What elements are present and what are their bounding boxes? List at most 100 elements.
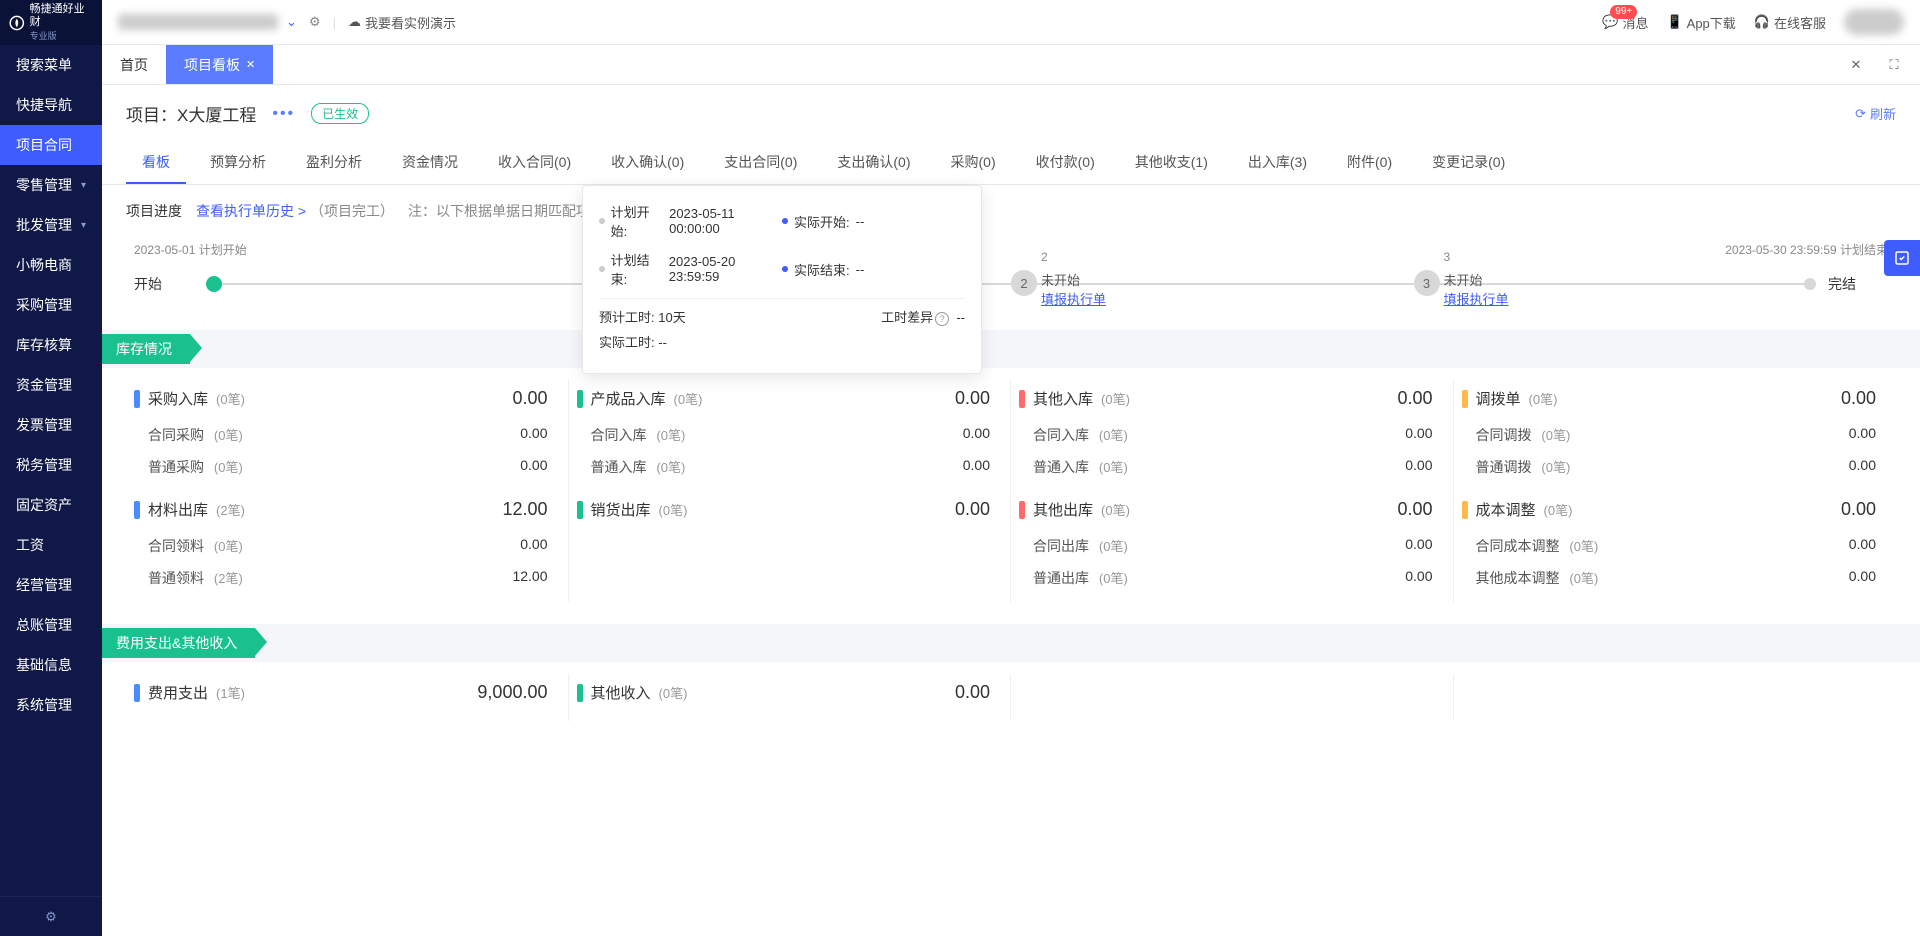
demo-label: 我要看实例演示 — [365, 13, 456, 32]
subtab[interactable]: 收入确认(0) — [595, 142, 700, 184]
expense-section: 费用支出&其他收入 费用支出 (1笔)9,000.00其他收入 (0笔)0.00 — [102, 624, 1920, 733]
subtab[interactable]: 支出确认(0) — [821, 142, 926, 184]
sidebar-item[interactable]: 小畅电商 — [0, 245, 102, 285]
sidebar-footer: ⚙ — [0, 896, 102, 936]
end-dot — [1804, 278, 1816, 290]
kpi-card: 材料出库 (2笔)12.00合同领料 (0笔)0.00普通领料 (2笔)12.0… — [126, 491, 569, 602]
subtab[interactable]: 看板 — [126, 142, 186, 184]
brand-name: 畅捷通好业财 — [30, 3, 94, 29]
kpi-sub-row: 合同领料 (0笔)0.00 — [134, 530, 548, 562]
subtab[interactable]: 其他收支(1) — [1119, 142, 1224, 184]
kpi-value: 12.00 — [502, 499, 547, 520]
close-all-button[interactable]: ✕ — [1842, 51, 1870, 79]
cs-label: 在线客服 — [1774, 13, 1826, 32]
kpi-card: 其他出库 (0笔)0.00合同出库 (0笔)0.00普通出库 (0笔)0.00 — [1011, 491, 1454, 602]
subtab[interactable]: 支出合同(0) — [708, 142, 813, 184]
sidebar-item[interactable]: 系统管理 — [0, 685, 102, 725]
kpi-name: 其他出库 — [1033, 499, 1093, 520]
sidebar-item[interactable]: 资金管理 — [0, 365, 102, 405]
more-icon[interactable]: ••• — [272, 105, 295, 123]
messages-button[interactable]: 99+ 💬 消息 — [1602, 13, 1648, 32]
msg-badge: 99+ — [1610, 5, 1637, 19]
phone-icon: 📱 — [1666, 14, 1682, 30]
color-mark — [134, 684, 140, 702]
sidebar-item[interactable]: 批发管理▾ — [0, 205, 102, 245]
subtab[interactable]: 变更记录(0) — [1416, 142, 1521, 184]
demo-link[interactable]: ☁ 我要看实例演示 — [348, 13, 456, 32]
kpi-name: 销货出库 — [591, 499, 651, 520]
timeline-node: 22未开始填报执行单 — [1011, 270, 1037, 296]
kpi-sub-row: 合同出库 (0笔)0.00 — [1019, 530, 1433, 562]
help-icon[interactable]: ? — [935, 312, 949, 326]
sidebar-item[interactable]: 总账管理 — [0, 605, 102, 645]
kpi-name: 成本调整 — [1476, 499, 1536, 520]
close-icon[interactable]: ✕ — [246, 58, 255, 71]
subtab[interactable]: 采购(0) — [935, 142, 1012, 184]
sidebar-item[interactable]: 库存核算 — [0, 325, 102, 365]
gear-icon[interactable]: ⚙ — [309, 14, 321, 30]
fill-order-link[interactable]: 填报执行单 — [1444, 289, 1509, 308]
subtab[interactable]: 资金情况 — [386, 142, 474, 184]
kpi-sub-row: 普通采购 (0笔)0.00 — [134, 451, 548, 483]
kpi-name: 材料出库 — [148, 499, 208, 520]
kpi-card: 销货出库 (0笔)0.00 — [569, 491, 1012, 602]
float-action-button[interactable] — [1884, 240, 1920, 276]
refresh-button[interactable]: ⟳ 刷新 — [1855, 104, 1896, 123]
org-selector[interactable]: ⌄ — [118, 14, 297, 30]
kpi-sub-row: 普通领料 (2笔)12.00 — [134, 562, 548, 594]
history-link[interactable]: 查看执行单历史 > （项目完工） — [196, 201, 394, 221]
subtab[interactable]: 收付款(0) — [1020, 142, 1111, 184]
subtab[interactable]: 出入库(3) — [1232, 142, 1323, 184]
subtab[interactable]: 盈利分析 — [290, 142, 378, 184]
sidebar-item[interactable]: 经营管理 — [0, 565, 102, 605]
sidebar-item[interactable]: 项目合同 — [0, 125, 102, 165]
tab-home[interactable]: 首页 — [102, 45, 166, 84]
kpi-card: 调拨单 (0笔)0.00合同调拨 (0笔)0.00普通调拨 (0笔)0.00 — [1454, 380, 1897, 491]
kpi-card: 费用支出 (1笔)9,000.00 — [126, 674, 569, 721]
sidebar-item[interactable]: 发票管理 — [0, 405, 102, 445]
app-download-button[interactable]: 📱 App下载 — [1666, 13, 1735, 32]
sidebar-item[interactable]: 搜索菜单 — [0, 45, 102, 85]
fullscreen-button[interactable]: ⛶ — [1880, 51, 1908, 79]
progress-title: 项目进度 — [126, 201, 182, 221]
sidebar-item[interactable]: 零售管理▾ — [0, 165, 102, 205]
kpi-sub-row: 普通入库 (0笔)0.00 — [577, 451, 991, 483]
kpi-sub-row: 合同入库 (0笔)0.00 — [577, 419, 991, 451]
kpi-card: 产成品入库 (0笔)0.00合同入库 (0笔)0.00普通入库 (0笔)0.00 — [569, 380, 1012, 491]
brand-edition: 专业版 — [30, 29, 94, 42]
sidebar-item[interactable]: 基础信息 — [0, 645, 102, 685]
chevron-down-icon: ▾ — [81, 180, 86, 191]
sidebar-nav: 搜索菜单快捷导航项目合同零售管理▾批发管理▾小畅电商采购管理库存核算资金管理发票… — [0, 45, 102, 896]
kpi-value: 0.00 — [955, 388, 990, 409]
logo: 畅捷通好业财 专业版 — [0, 0, 102, 45]
user-avatar-blurred[interactable] — [1844, 9, 1904, 35]
kpi-name: 采购入库 — [148, 388, 208, 409]
stage-number: 3 — [1414, 270, 1440, 296]
kpi-card: 其他入库 (0笔)0.00合同入库 (0笔)0.00普通入库 (0笔)0.00 — [1011, 380, 1454, 491]
stage-status: 未开始 — [1444, 270, 1509, 289]
color-mark — [134, 501, 140, 519]
subtab[interactable]: 附件(0) — [1331, 142, 1408, 184]
kpi-value: 0.00 — [955, 499, 990, 520]
section-flag-inventory: 库存情况 — [102, 334, 190, 364]
sidebar-item[interactable]: 快捷导航 — [0, 85, 102, 125]
color-mark — [1462, 390, 1468, 408]
refresh-icon: ⟳ — [1855, 106, 1866, 122]
page-tabs: 首页 项目看板 ✕ ✕ ⛶ — [102, 45, 1920, 85]
sidebar-item[interactable]: 税务管理 — [0, 445, 102, 485]
color-mark — [577, 390, 583, 408]
kpi-value: 0.00 — [512, 388, 547, 409]
topbar: ⌄ ⚙ | ☁ 我要看实例演示 99+ 💬 消息 📱 App下载 — [102, 0, 1920, 45]
subtab[interactable]: 预算分析 — [194, 142, 282, 184]
kpi-sub-row: 合同成本调整 (0笔)0.00 — [1462, 530, 1877, 562]
tab-project-kanban[interactable]: 项目看板 ✕ — [166, 45, 273, 84]
sidebar-item[interactable]: 工资 — [0, 525, 102, 565]
org-name-blurred — [118, 14, 278, 30]
settings-gear-icon[interactable]: ⚙ — [45, 909, 57, 925]
edit-icon — [1893, 249, 1911, 267]
fill-order-link[interactable]: 填报执行单 — [1041, 289, 1106, 308]
sidebar-item[interactable]: 固定资产 — [0, 485, 102, 525]
customer-service-button[interactable]: 🎧 在线客服 — [1754, 13, 1826, 32]
sidebar-item[interactable]: 采购管理 — [0, 285, 102, 325]
subtab[interactable]: 收入合同(0) — [482, 142, 587, 184]
